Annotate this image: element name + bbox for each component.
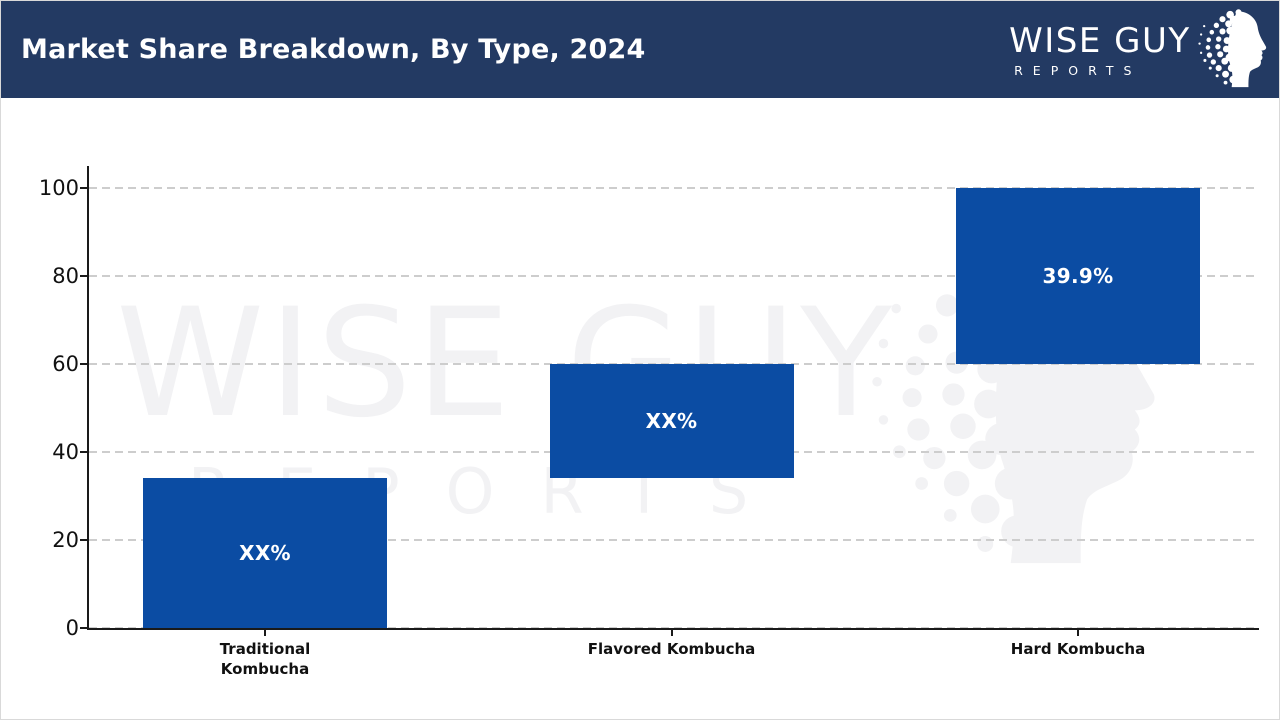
y-tick bbox=[80, 627, 87, 629]
head-profile-icon bbox=[1198, 9, 1266, 88]
x-tick bbox=[264, 630, 266, 636]
gridline bbox=[89, 539, 1259, 541]
y-tick bbox=[80, 187, 87, 189]
x-axis-line bbox=[87, 628, 1259, 630]
y-tick-label: 20 bbox=[52, 528, 79, 552]
y-tick-label: 80 bbox=[52, 264, 79, 288]
logo-head-icon bbox=[1191, 7, 1271, 95]
bar-value-label: 39.9% bbox=[1042, 263, 1114, 288]
y-tick bbox=[80, 275, 87, 277]
y-tick-label: 40 bbox=[52, 440, 79, 464]
bar-flavored-kombucha: XX% bbox=[549, 364, 794, 479]
bar-traditional-kombucha: XX% bbox=[143, 478, 387, 628]
logo-subtext: REPORTS bbox=[1014, 62, 1142, 78]
gridline bbox=[89, 275, 1259, 277]
y-tick-label: 60 bbox=[52, 352, 79, 376]
header-bar: Market Share Breakdown, By Type, 2024 WI… bbox=[1, 1, 1279, 98]
x-tick bbox=[1077, 630, 1079, 636]
bar-value-label: XX% bbox=[239, 541, 291, 566]
logo: WISE GUY REPORTS bbox=[1009, 7, 1271, 95]
gridline bbox=[89, 187, 1259, 189]
y-tick-label: 100 bbox=[38, 176, 79, 200]
logo-wordmark: WISE GUY bbox=[1009, 21, 1191, 62]
bar-value-label: XX% bbox=[645, 409, 698, 434]
logo-text: WISE GUY REPORTS bbox=[1009, 21, 1191, 78]
x-category-label: Traditional Kombucha bbox=[219, 640, 311, 678]
page-title: Market Share Breakdown, By Type, 2024 bbox=[21, 34, 646, 65]
y-tick bbox=[80, 539, 87, 541]
y-tick-label: 0 bbox=[65, 616, 79, 640]
y-tick bbox=[80, 451, 87, 453]
x-category-label: Flavored Kombucha bbox=[587, 640, 756, 658]
bar-hard-kombucha: 39.9% bbox=[956, 188, 1200, 364]
y-axis-line bbox=[87, 166, 89, 630]
y-tick bbox=[80, 363, 87, 365]
x-tick bbox=[670, 630, 673, 636]
x-category-label: Hard Kombucha bbox=[1010, 640, 1146, 658]
